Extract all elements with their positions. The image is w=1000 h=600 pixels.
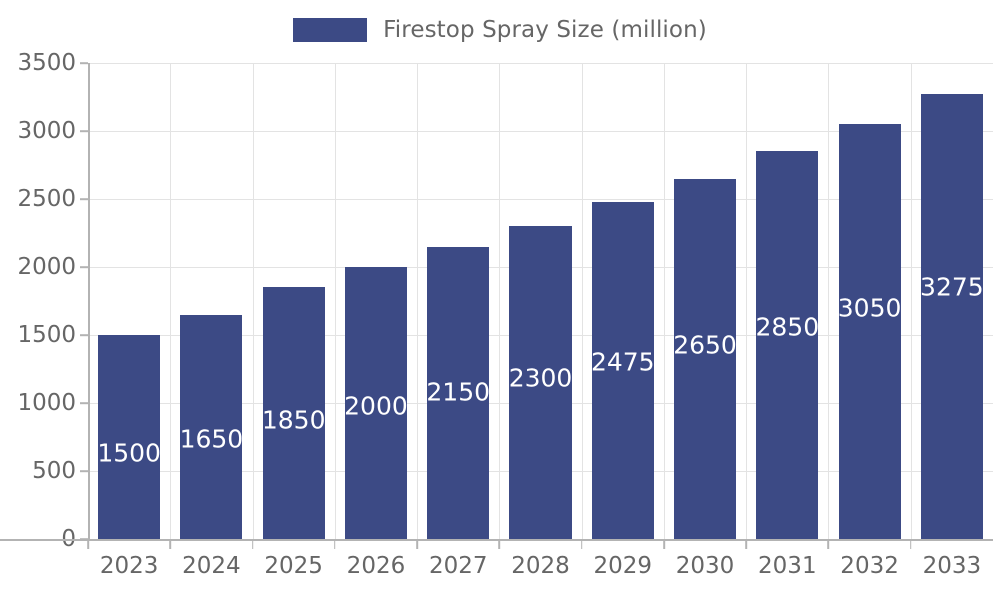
- bar-value-label: 2475: [590, 347, 655, 377]
- y-axis-tick-label: 3500: [17, 50, 76, 76]
- bar[interactable]: [838, 124, 901, 539]
- bar-value-label: 2000: [344, 391, 408, 421]
- bar[interactable]: [673, 178, 737, 539]
- x-axis-tick-mark: [251, 540, 254, 549]
- y-axis-line: [88, 63, 90, 540]
- bar-value-label: 2150: [426, 377, 491, 407]
- bar-value-label: 1500: [97, 438, 161, 468]
- x-axis-tick-mark: [909, 540, 912, 549]
- bar[interactable]: [98, 335, 161, 539]
- y-axis-tick-mark: [80, 470, 88, 472]
- y-axis-tick-label: 2500: [17, 186, 76, 212]
- gridline-vertical: [746, 63, 748, 539]
- chart-legend: Firestop Spray Size (million): [0, 10, 1000, 50]
- bar[interactable]: [262, 287, 325, 539]
- gridline-vertical: [663, 63, 665, 539]
- x-axis-tick-label: 2026: [346, 553, 406, 579]
- x-axis-tick-label: 2027: [428, 553, 488, 579]
- bar-value-label: 2650: [673, 330, 737, 360]
- y-axis-tick-mark: [80, 62, 88, 64]
- y-axis-tick-label: 1500: [17, 322, 76, 348]
- y-axis-tick-mark: [80, 402, 88, 404]
- bar[interactable]: [509, 226, 572, 539]
- x-axis-tick-label: 2029: [593, 553, 653, 579]
- legend-label: Firestop Spray Size (million): [383, 17, 707, 43]
- bar-value-label: 1850: [261, 405, 326, 435]
- gridline-horizontal: [88, 131, 993, 132]
- gridline-vertical: [499, 63, 501, 539]
- gridline-vertical: [252, 63, 254, 539]
- x-axis-tick-label: 2032: [840, 553, 899, 579]
- x-axis-tick-mark: [745, 540, 747, 549]
- x-axis-tick-label: 2030: [675, 553, 735, 579]
- gridline-horizontal: [88, 63, 993, 64]
- x-axis-tick-label: 2031: [758, 553, 817, 579]
- bar[interactable]: [180, 314, 243, 539]
- plot-area: 1500 1650 1850 2000 2150 2300 2475 2650 2850 3050…: [88, 63, 993, 540]
- bar-value-label: 2850: [755, 312, 820, 342]
- y-axis-tick-label: 2000: [17, 254, 76, 280]
- bar[interactable]: [344, 267, 407, 539]
- bar-value-label: 3050: [837, 293, 902, 323]
- x-axis-tick-mark: [498, 540, 501, 549]
- y-axis-tick-label: 500: [32, 458, 76, 484]
- x-axis-line: [0, 539, 993, 541]
- x-axis-tick-mark: [663, 540, 665, 549]
- bar[interactable]: [427, 246, 490, 539]
- x-axis-tick-mark: [827, 540, 830, 549]
- bar[interactable]: [756, 151, 819, 539]
- legend-swatch-icon: [293, 18, 368, 42]
- gridline-vertical: [828, 63, 830, 539]
- x-axis-tick-label: 2028: [511, 553, 570, 579]
- gridline-vertical: [417, 63, 419, 539]
- x-axis-tick-mark: [87, 540, 89, 549]
- x-axis-tick-mark: [416, 540, 418, 549]
- x-axis-tick-mark: [334, 540, 336, 549]
- y-axis-tick-label: 1000: [17, 390, 76, 416]
- gridline-vertical: [581, 63, 583, 539]
- bar-value-label: 2300: [508, 363, 573, 393]
- bar[interactable]: [591, 202, 654, 539]
- gridline-vertical: [334, 63, 336, 539]
- y-axis-tick-mark: [80, 266, 88, 268]
- x-axis-tick-label: 2025: [264, 553, 323, 579]
- x-axis-tick-label: 2033: [922, 553, 982, 579]
- x-axis-tick-mark: [169, 540, 172, 549]
- x-axis-tick-label: 2024: [182, 553, 241, 579]
- x-axis-tick-mark: [580, 540, 583, 549]
- bar[interactable]: [920, 93, 983, 539]
- gridline-vertical: [170, 63, 172, 539]
- gridline-vertical: [910, 63, 912, 539]
- x-axis-tick-label: 2023: [99, 553, 159, 579]
- y-axis-tick-mark: [80, 334, 88, 336]
- gridline-horizontal: [88, 199, 993, 200]
- y-axis-tick-label: 3000: [17, 118, 76, 144]
- bar-value-label: 3275: [920, 272, 984, 302]
- y-axis-tick-mark: [80, 198, 88, 200]
- bar-value-label: 1650: [179, 424, 244, 454]
- y-axis-tick-mark: [80, 130, 88, 132]
